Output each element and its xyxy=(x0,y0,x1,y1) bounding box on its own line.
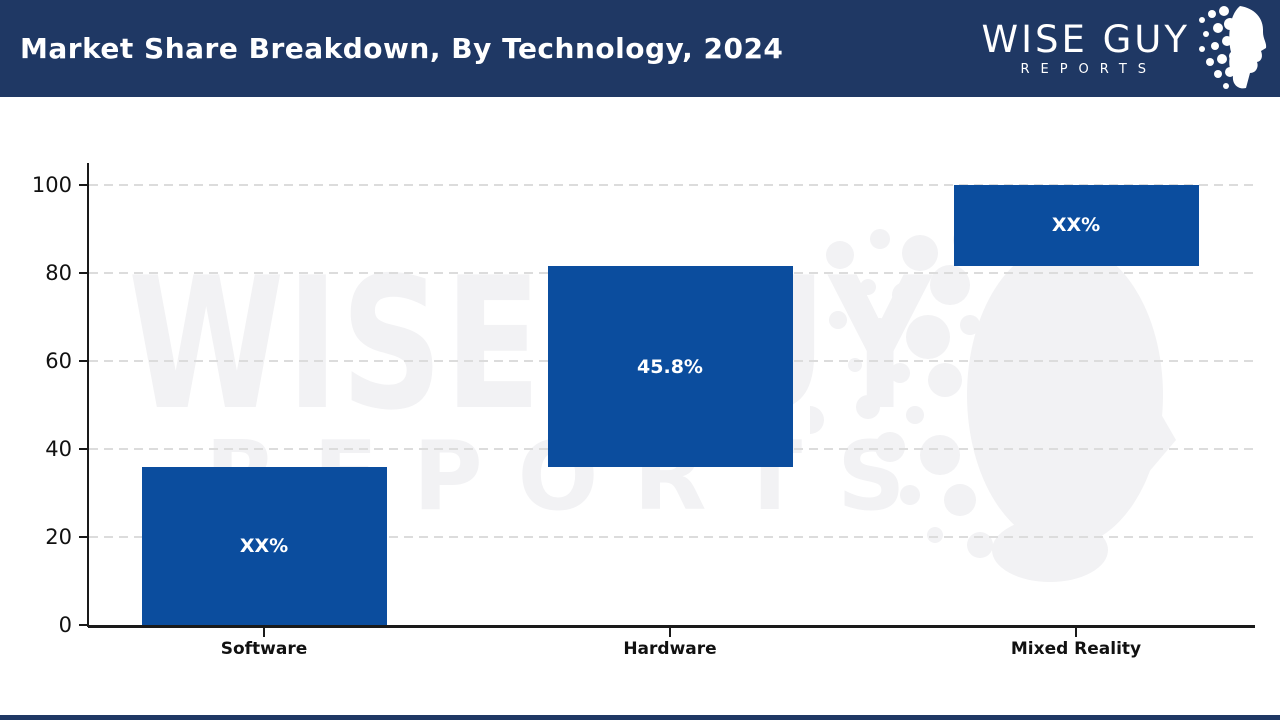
bottom-accent-bar xyxy=(0,715,1280,720)
bar-value-label-software: XX% xyxy=(239,535,289,558)
y-tick-mark-0 xyxy=(79,624,88,626)
x-tick-mark-hardware xyxy=(669,628,671,637)
y-tick-label-60: 60 xyxy=(45,349,72,373)
x-tick-label-mixed-reality: Mixed Reality xyxy=(1010,639,1142,659)
y-axis-line xyxy=(87,163,89,627)
gridline-20 xyxy=(89,536,1253,538)
x-tick-mark-software xyxy=(263,628,265,637)
y-tick-mark-100 xyxy=(79,184,88,186)
y-tick-label-40: 40 xyxy=(45,437,72,461)
bar-value-label-mixed-reality: XX% xyxy=(1051,214,1101,237)
x-tick-mark-mixed-reality xyxy=(1075,628,1077,637)
logo-face-icon xyxy=(1199,5,1267,89)
brand-logo: WISE GUY REPORTS xyxy=(982,4,1280,94)
bar-value-label-hardware: 45.8% xyxy=(637,355,703,378)
page-title: Market Share Breakdown, By Technology, 2… xyxy=(20,32,784,65)
y-tick-mark-80 xyxy=(79,272,88,274)
y-tick-label-0: 0 xyxy=(58,613,72,637)
bar-hardware xyxy=(547,265,793,468)
gridline-100 xyxy=(89,184,1253,186)
x-axis-line xyxy=(88,625,1255,628)
x-tick-label-software: Software xyxy=(220,639,308,659)
y-tick-mark-60 xyxy=(79,360,88,362)
y-tick-label-100: 100 xyxy=(31,173,72,197)
logo-text: WISE GUY REPORTS xyxy=(982,21,1190,77)
logo-subtext: REPORTS xyxy=(1020,61,1158,77)
y-tick-mark-20 xyxy=(79,536,88,538)
y-tick-label-20: 20 xyxy=(45,525,72,549)
header: Market Share Breakdown, By Technology, 2… xyxy=(0,0,1280,97)
logo-wordmark: WISE GUY xyxy=(981,17,1190,61)
y-tick-label-80: 80 xyxy=(45,261,72,285)
x-tick-label-hardware: Hardware xyxy=(623,639,717,659)
bar-software xyxy=(141,467,387,625)
y-tick-mark-40 xyxy=(79,448,88,450)
